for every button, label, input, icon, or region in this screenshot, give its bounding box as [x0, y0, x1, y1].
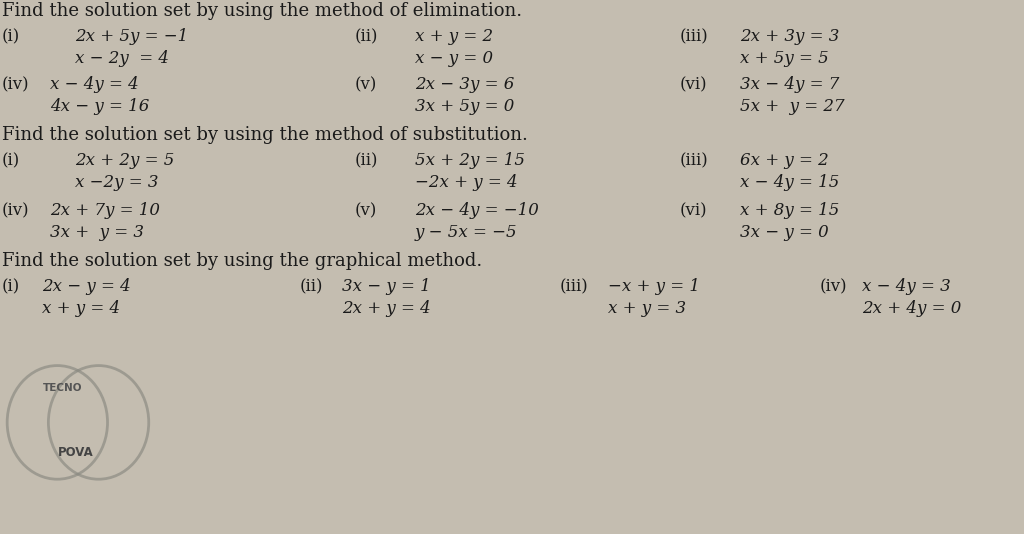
Text: (iv): (iv) — [820, 278, 848, 295]
Text: 2x − y = 4: 2x − y = 4 — [42, 278, 131, 295]
Text: (iii): (iii) — [680, 28, 709, 45]
Text: x − 4y = 15: x − 4y = 15 — [740, 174, 840, 191]
Text: Find the solution set by using the graphical method.: Find the solution set by using the graph… — [2, 252, 482, 270]
Text: −x + y = 1: −x + y = 1 — [608, 278, 700, 295]
Text: 2x + 2y = 5: 2x + 2y = 5 — [75, 152, 174, 169]
Text: TECNO: TECNO — [43, 383, 83, 393]
Text: 2x + 4y = 0: 2x + 4y = 0 — [862, 300, 962, 317]
Text: 2x + 3y = 3: 2x + 3y = 3 — [740, 28, 840, 45]
Text: x − 2y  = 4: x − 2y = 4 — [75, 50, 169, 67]
Text: 3x + 5y = 0: 3x + 5y = 0 — [415, 98, 514, 115]
Text: x − 4y = 4: x − 4y = 4 — [50, 76, 138, 93]
Text: (i): (i) — [2, 278, 20, 295]
Text: (vi): (vi) — [680, 76, 708, 93]
Text: x + y = 3: x + y = 3 — [608, 300, 686, 317]
Text: x − 4y = 3: x − 4y = 3 — [862, 278, 950, 295]
Text: 2x − 3y = 6: 2x − 3y = 6 — [415, 76, 514, 93]
Text: x − y = 0: x − y = 0 — [415, 50, 494, 67]
Text: 2x + y = 4: 2x + y = 4 — [342, 300, 431, 317]
Text: 5x +  y = 27: 5x + y = 27 — [740, 98, 845, 115]
Text: (ii): (ii) — [300, 278, 324, 295]
Text: y − 5x = −5: y − 5x = −5 — [415, 224, 517, 241]
Text: (ii): (ii) — [355, 152, 379, 169]
Text: (v): (v) — [355, 202, 378, 219]
Text: 6x + y = 2: 6x + y = 2 — [740, 152, 828, 169]
Text: 3x − y = 0: 3x − y = 0 — [740, 224, 828, 241]
Text: (v): (v) — [355, 76, 378, 93]
Text: 3x − 4y = 7: 3x − 4y = 7 — [740, 76, 840, 93]
Text: POVA: POVA — [57, 446, 93, 459]
Text: x + y = 4: x + y = 4 — [42, 300, 120, 317]
Text: x + y = 2: x + y = 2 — [415, 28, 494, 45]
Text: x + 5y = 5: x + 5y = 5 — [740, 50, 828, 67]
Text: (iii): (iii) — [680, 152, 709, 169]
Text: (iv): (iv) — [2, 76, 30, 93]
Text: (i): (i) — [2, 152, 20, 169]
Text: 3x − y = 1: 3x − y = 1 — [342, 278, 431, 295]
Text: x −2y = 3: x −2y = 3 — [75, 174, 159, 191]
Text: 2x + 5y = −1: 2x + 5y = −1 — [75, 28, 188, 45]
Text: (vi): (vi) — [680, 202, 708, 219]
Text: Find the solution set by using the method of substitution.: Find the solution set by using the metho… — [2, 126, 528, 144]
Text: 2x − 4y = −10: 2x − 4y = −10 — [415, 202, 539, 219]
Text: (ii): (ii) — [355, 28, 379, 45]
Text: 2x + 7y = 10: 2x + 7y = 10 — [50, 202, 160, 219]
Text: −2x + y = 4: −2x + y = 4 — [415, 174, 517, 191]
Text: (i): (i) — [2, 28, 20, 45]
Text: 5x + 2y = 15: 5x + 2y = 15 — [415, 152, 525, 169]
Text: 3x +  y = 3: 3x + y = 3 — [50, 224, 144, 241]
Text: Find the solution set by using the method of elimination.: Find the solution set by using the metho… — [2, 2, 522, 20]
Text: (iv): (iv) — [2, 202, 30, 219]
Text: 4x − y = 16: 4x − y = 16 — [50, 98, 150, 115]
Text: (iii): (iii) — [560, 278, 589, 295]
Text: x + 8y = 15: x + 8y = 15 — [740, 202, 840, 219]
